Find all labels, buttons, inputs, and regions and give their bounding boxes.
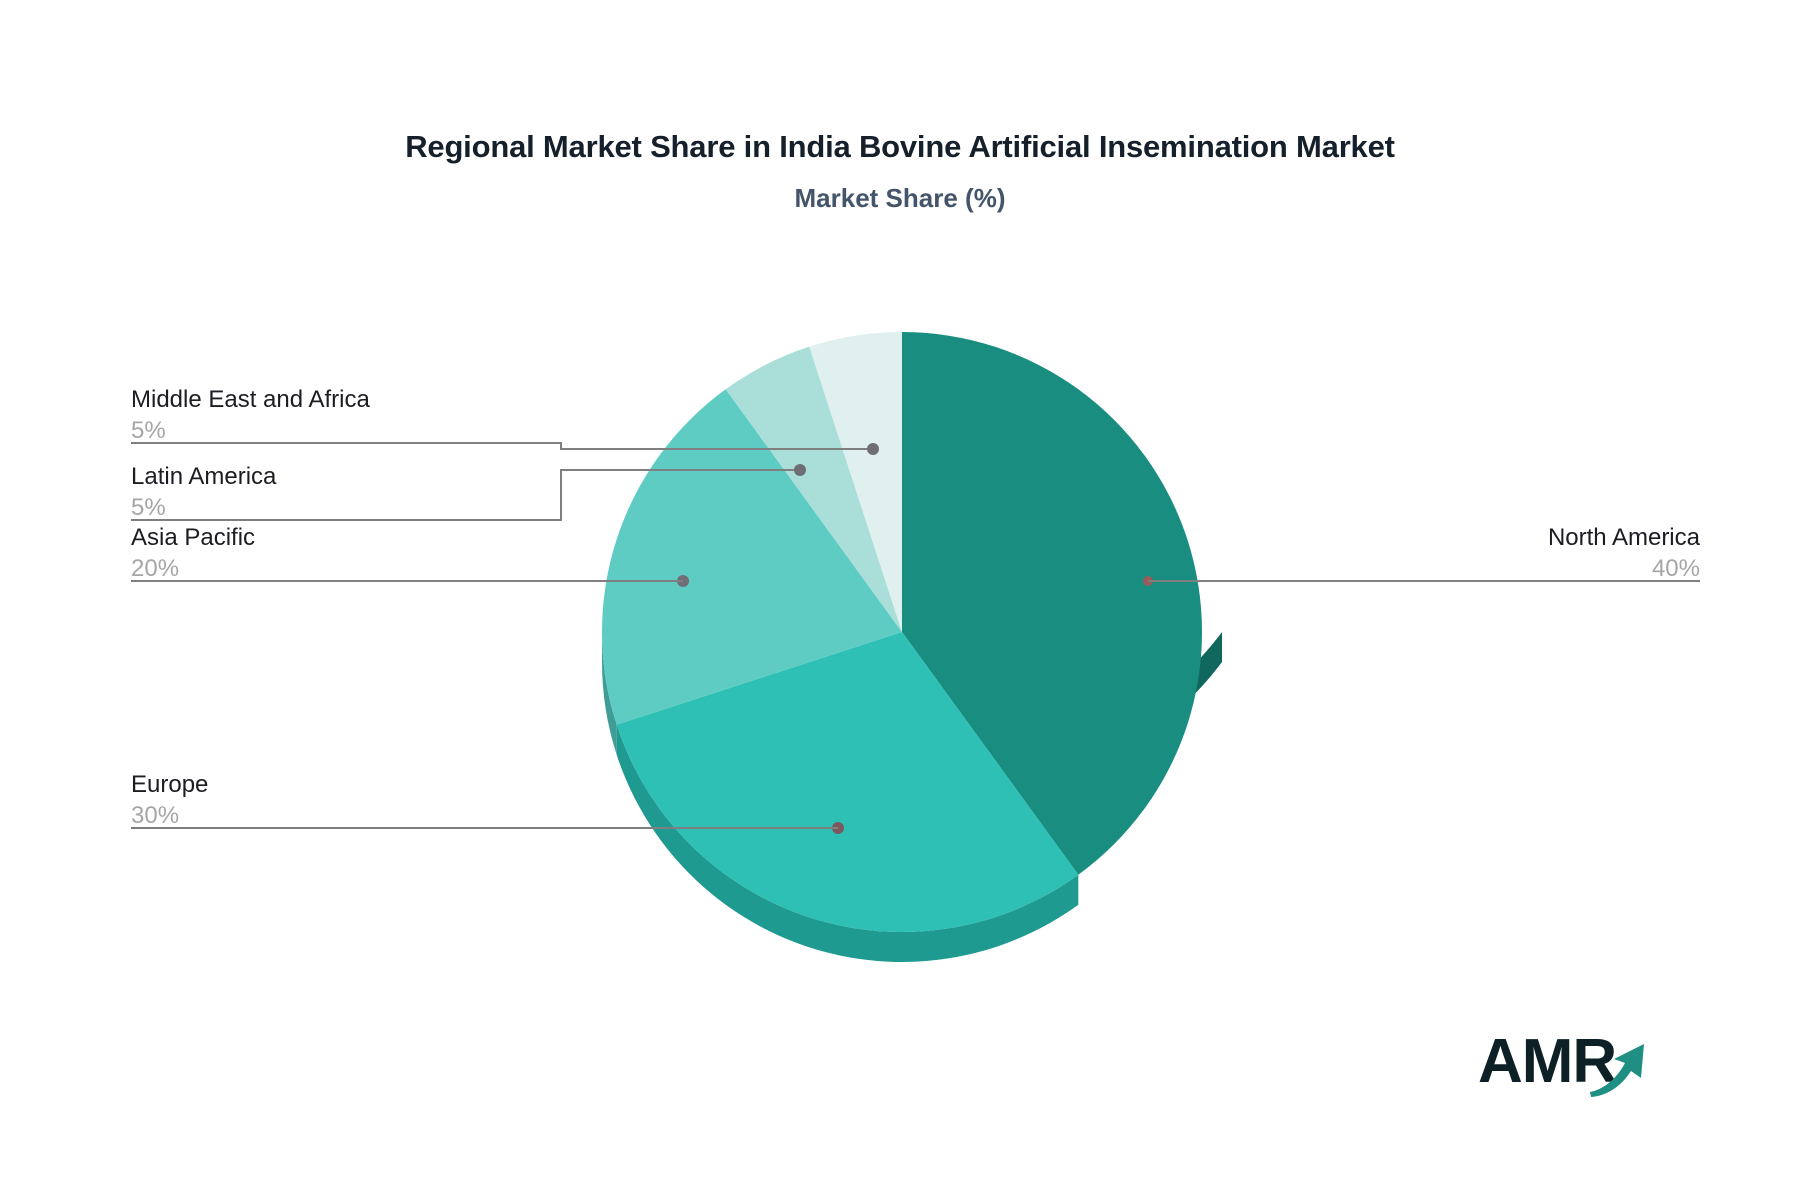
- pie-slices: [602, 332, 1202, 933]
- pie-slice-middle-east-africa[interactable]: [809, 332, 902, 632]
- label-name-middle-east-africa: Middle East and Africa: [131, 386, 370, 413]
- leader-dot-middle-east-africa: [867, 443, 879, 455]
- label-name-asia-pacific: Asia Pacific: [131, 524, 256, 551]
- growth-arrow-icon: [1590, 1044, 1644, 1097]
- page-title: Regional Market Share in India Bovine Ar…: [405, 129, 1395, 164]
- leader-dot-latin-america: [794, 464, 806, 476]
- pie-slice-europe[interactable]: [616, 632, 1079, 933]
- label-name-latin-america: Latin America: [131, 463, 277, 490]
- label-value-europe: 30%: [131, 802, 180, 829]
- label-latin-america[interactable]: Latin America 5%: [131, 462, 276, 524]
- label-asia-pacific[interactable]: Asia Pacific 20%: [131, 523, 255, 585]
- label-value-latin-america: 5%: [131, 494, 166, 521]
- label-value-middle-east-africa: 5%: [131, 417, 166, 444]
- pie-slice-north-america[interactable]: [902, 332, 1202, 875]
- label-value-north-america: 40%: [1651, 555, 1700, 582]
- label-underlines: [131, 442, 1700, 829]
- label-name-europe: Europe: [131, 771, 209, 798]
- label-north-america[interactable]: North America 40%: [1200, 523, 1700, 585]
- amr-logo: AMR: [1478, 1030, 1644, 1097]
- pie-slice-asia-pacific[interactable]: [602, 389, 902, 725]
- pie-slice-latin-america[interactable]: [725, 346, 902, 632]
- label-name-north-america: North America: [1547, 524, 1700, 551]
- pie-depth-apac: [602, 632, 617, 755]
- label-middle-east-africa[interactable]: Middle East and Africa 5%: [131, 385, 370, 447]
- label-value-asia-pacific: 20%: [131, 555, 180, 582]
- pie-depth-europe: [616, 724, 1079, 963]
- title-block: Regional Market Share in India Bovine Ar…: [0, 128, 1800, 214]
- label-europe[interactable]: Europe 30%: [131, 770, 208, 832]
- amr-logo-text: AMR: [1478, 1030, 1616, 1096]
- chart-subtitle: Market Share (%): [794, 183, 1006, 214]
